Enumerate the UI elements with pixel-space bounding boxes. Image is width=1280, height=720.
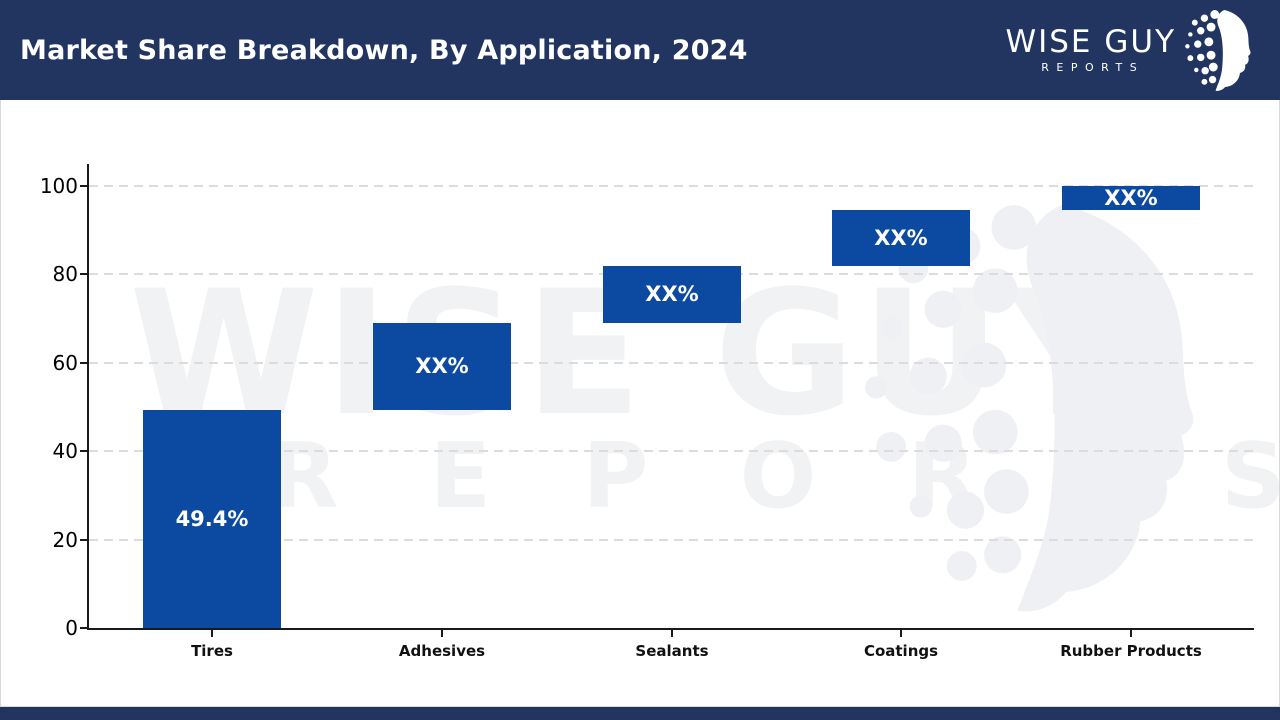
y-tick-mark xyxy=(80,361,88,364)
chart-title: Market Share Breakdown, By Application, … xyxy=(20,34,748,66)
y-gridline xyxy=(89,185,1254,187)
y-tick-mark xyxy=(80,538,88,541)
x-tick-mark xyxy=(211,630,213,637)
bar-value-label: XX% xyxy=(874,225,928,250)
y-tick-mark xyxy=(80,627,88,629)
bar-adhesives: XX% xyxy=(373,323,511,410)
wiseguy-head-icon xyxy=(1185,10,1251,91)
x-tick-mark xyxy=(1130,630,1132,637)
y-tick-mark xyxy=(80,450,88,453)
logo-subtitle: REPORTS xyxy=(1041,61,1145,74)
footer-bar xyxy=(0,706,1280,720)
x-category-label: Sealants xyxy=(635,642,709,660)
x-category-label: Adhesives xyxy=(398,642,486,660)
y-gridline xyxy=(89,361,1254,364)
bar-sealants: XX% xyxy=(603,265,741,323)
header-bar: Market Share Breakdown, By Application, … xyxy=(0,0,1280,100)
y-tick-label: 20 xyxy=(52,527,78,552)
bar-rubber-products: XX% xyxy=(1062,186,1200,211)
x-tick-mark xyxy=(671,630,673,637)
y-tick-label: 80 xyxy=(52,262,78,287)
y-axis-line xyxy=(87,163,89,630)
y-tick-mark xyxy=(80,273,88,276)
bar-coatings: XX% xyxy=(832,210,970,266)
x-tick-mark xyxy=(900,630,902,637)
x-axis-line xyxy=(87,628,1254,630)
bar-value-label: XX% xyxy=(415,354,469,379)
y-gridline xyxy=(89,450,1254,453)
bar-value-label: 49.4% xyxy=(175,506,249,531)
y-tick-mark xyxy=(80,185,88,187)
x-category-label: Rubber Products xyxy=(1060,642,1202,660)
y-tick-label: 100 xyxy=(39,174,78,198)
y-tick-label: 0 xyxy=(65,616,78,640)
x-tick-mark xyxy=(441,630,443,637)
bar-value-label: XX% xyxy=(1104,186,1158,211)
x-category-label: Tires xyxy=(191,642,233,660)
bar-tires: 49.4% xyxy=(143,409,281,628)
y-gridline xyxy=(89,538,1254,541)
wiseguy-logo: WISE GUY REPORTS xyxy=(1005,7,1254,93)
bar-value-label: XX% xyxy=(645,282,699,307)
logo-text: WISE GUY REPORTS xyxy=(1005,24,1176,74)
chart-canvas: WISE GUY R E P O R T S 0 20 40 60 80 100 49.4%… xyxy=(0,100,1280,706)
x-category-label: Coatings xyxy=(863,642,939,660)
logo-wordmark: WISE GUY xyxy=(1005,24,1176,60)
y-tick-label: 60 xyxy=(52,350,78,375)
y-tick-label: 40 xyxy=(52,439,78,464)
